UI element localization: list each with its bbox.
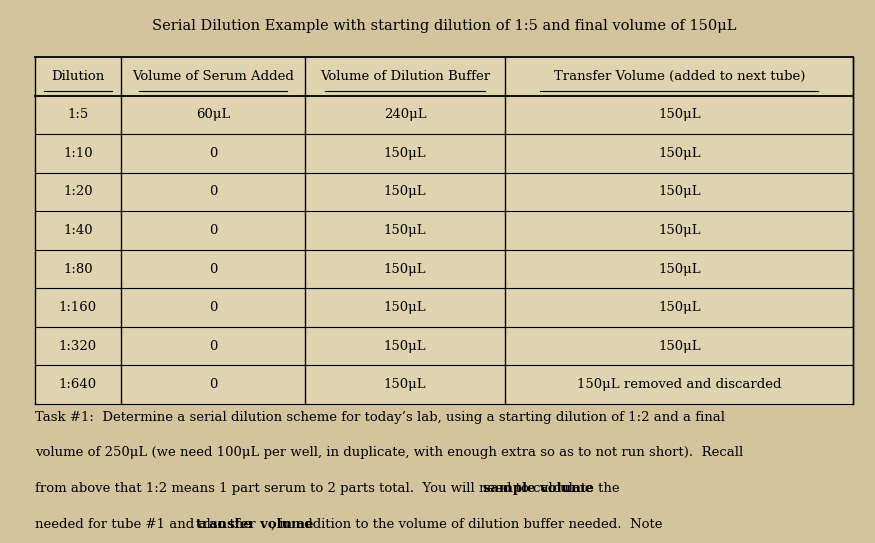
Text: from above that 1:2 means 1 part serum to 2 parts total.  You will need to calcu: from above that 1:2 means 1 part serum t… bbox=[35, 482, 724, 495]
Text: 0: 0 bbox=[209, 224, 217, 237]
Text: 150μL: 150μL bbox=[658, 147, 701, 160]
Text: 0: 0 bbox=[209, 301, 217, 314]
Text: 1:640: 1:640 bbox=[59, 378, 97, 391]
Text: from above that 1:2 means 1 part serum to 2 parts total.  You will need to calcu: from above that 1:2 means 1 part serum t… bbox=[35, 482, 624, 495]
Text: 1:320: 1:320 bbox=[59, 340, 97, 352]
Text: 0: 0 bbox=[209, 186, 217, 198]
Text: 1:20: 1:20 bbox=[63, 186, 93, 198]
Text: Volume of Serum Added: Volume of Serum Added bbox=[132, 70, 294, 83]
Text: 150μL: 150μL bbox=[658, 224, 701, 237]
Text: 1:160: 1:160 bbox=[59, 301, 97, 314]
Text: 150μL: 150μL bbox=[658, 186, 701, 198]
Bar bbox=[35, 57, 853, 404]
Text: transfer volume: transfer volume bbox=[196, 518, 313, 531]
Text: Dilution: Dilution bbox=[52, 70, 105, 83]
Text: volume of 250μL (we need 100μL per well, in duplicate, with enough extra so as t: volume of 250μL (we need 100μL per well,… bbox=[35, 446, 743, 459]
Text: 150μL removed and discarded: 150μL removed and discarded bbox=[577, 378, 781, 391]
Text: 0: 0 bbox=[209, 378, 217, 391]
Text: 150μL: 150μL bbox=[384, 378, 426, 391]
Text: Task #1:  Determine a serial dilution scheme for today’s lab, using a starting d: Task #1: Determine a serial dilution sch… bbox=[35, 411, 725, 424]
Text: 240μL: 240μL bbox=[384, 109, 426, 121]
Text: 150μL: 150μL bbox=[658, 301, 701, 314]
Text: 1:10: 1:10 bbox=[63, 147, 93, 160]
Text: 150μL: 150μL bbox=[384, 263, 426, 275]
Text: Volume of Dilution Buffer: Volume of Dilution Buffer bbox=[320, 70, 490, 83]
Text: needed for tube #1 and also the: needed for tube #1 and also the bbox=[35, 518, 256, 531]
Text: 150μL: 150μL bbox=[384, 340, 426, 352]
Text: 1:80: 1:80 bbox=[63, 263, 93, 275]
Text: 1:40: 1:40 bbox=[63, 224, 93, 237]
Text: Transfer Volume (added to next tube): Transfer Volume (added to next tube) bbox=[554, 70, 805, 83]
Text: 60μL: 60μL bbox=[196, 109, 230, 121]
Text: 150μL: 150μL bbox=[384, 147, 426, 160]
Text: 150μL: 150μL bbox=[384, 301, 426, 314]
Text: , in addition to the volume of dilution buffer needed.  Note: , in addition to the volume of dilution … bbox=[271, 518, 663, 531]
Text: 0: 0 bbox=[209, 147, 217, 160]
Text: 150μL: 150μL bbox=[658, 263, 701, 275]
Text: 0: 0 bbox=[209, 340, 217, 352]
Text: 150μL: 150μL bbox=[384, 186, 426, 198]
Text: Serial Dilution Example with starting dilution of 1:5 and final volume of 150μL: Serial Dilution Example with starting di… bbox=[151, 19, 737, 33]
Text: sample volume: sample volume bbox=[483, 482, 593, 495]
Text: 150μL: 150μL bbox=[658, 109, 701, 121]
Text: 150μL: 150μL bbox=[658, 340, 701, 352]
Text: 0: 0 bbox=[209, 263, 217, 275]
Text: 150μL: 150μL bbox=[384, 224, 426, 237]
Text: needed for tube #1 and also the transfer volume, in addition to the volume of di: needed for tube #1 and also the transfer… bbox=[35, 518, 753, 531]
Text: 1:5: 1:5 bbox=[67, 109, 88, 121]
